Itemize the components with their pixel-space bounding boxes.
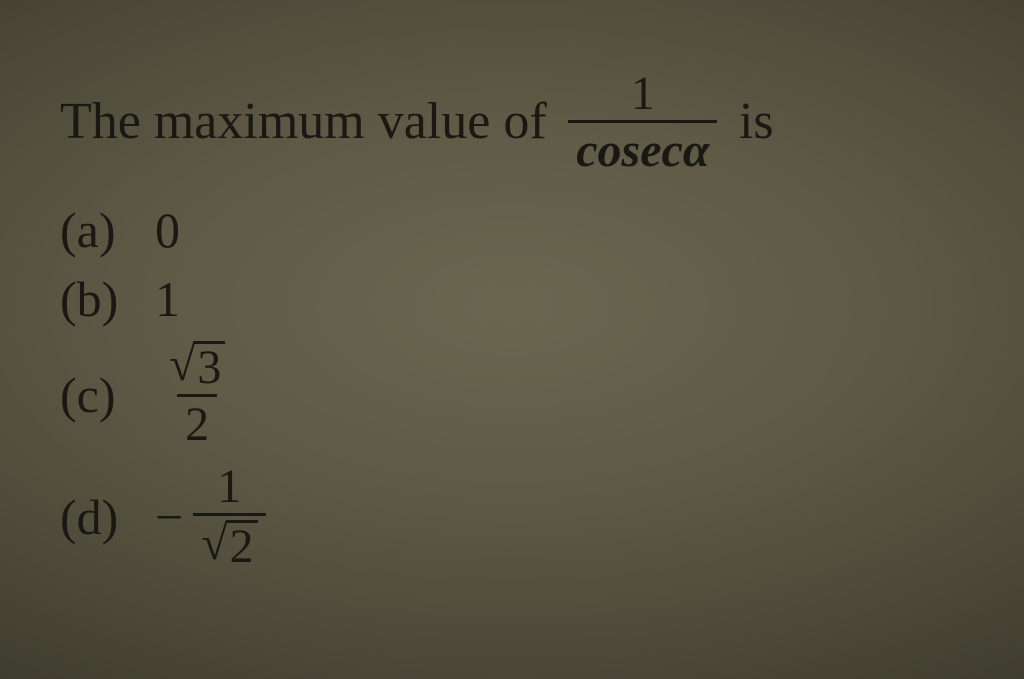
fraction-denominator: cosecα: [568, 120, 717, 175]
option-d-fraction: 1 √ 2: [193, 463, 265, 571]
option-c-num-radicand: 3: [193, 341, 225, 392]
option-a: (a) 0: [60, 203, 964, 258]
fraction-numerator: 1: [623, 70, 663, 120]
option-c: (c) √ 3 2: [60, 341, 964, 449]
option-d: (d) − 1 √ 2: [60, 463, 964, 571]
option-a-label: (a): [60, 203, 155, 258]
sqrt-icon: √ 3: [169, 341, 225, 392]
option-c-den: 2: [177, 394, 217, 449]
option-b-label: (b): [60, 272, 155, 327]
options-list: (a) 0 (b) 1 (c) √ 3 2: [60, 203, 964, 571]
question-suffix: is: [739, 91, 774, 153]
option-d-num: 1: [209, 463, 249, 513]
question-block: The maximum value of 1 cosecα is (a) 0 (…: [60, 70, 964, 585]
question-fraction: 1 cosecα: [568, 70, 717, 175]
option-d-den: √ 2: [193, 513, 265, 571]
option-d-value: − 1 √ 2: [155, 463, 272, 571]
option-c-value: √ 3 2: [155, 341, 239, 449]
radical-sign: √: [201, 520, 227, 568]
option-a-value: 0: [155, 203, 180, 258]
option-c-label: (c): [60, 368, 155, 423]
radical-sign: √: [169, 341, 195, 389]
option-b: (b) 1: [60, 272, 964, 327]
option-b-value: 1: [155, 272, 180, 327]
option-c-fraction: √ 3 2: [161, 341, 233, 449]
option-d-den-radicand: 2: [226, 520, 258, 571]
option-d-label: (d): [60, 490, 155, 545]
question-prefix: The maximum value of: [60, 91, 547, 153]
option-c-num: √ 3: [161, 341, 233, 394]
option-d-sign: −: [155, 490, 183, 545]
sqrt-icon: √ 2: [201, 520, 257, 571]
question-stem: The maximum value of 1 cosecα is: [60, 70, 964, 175]
